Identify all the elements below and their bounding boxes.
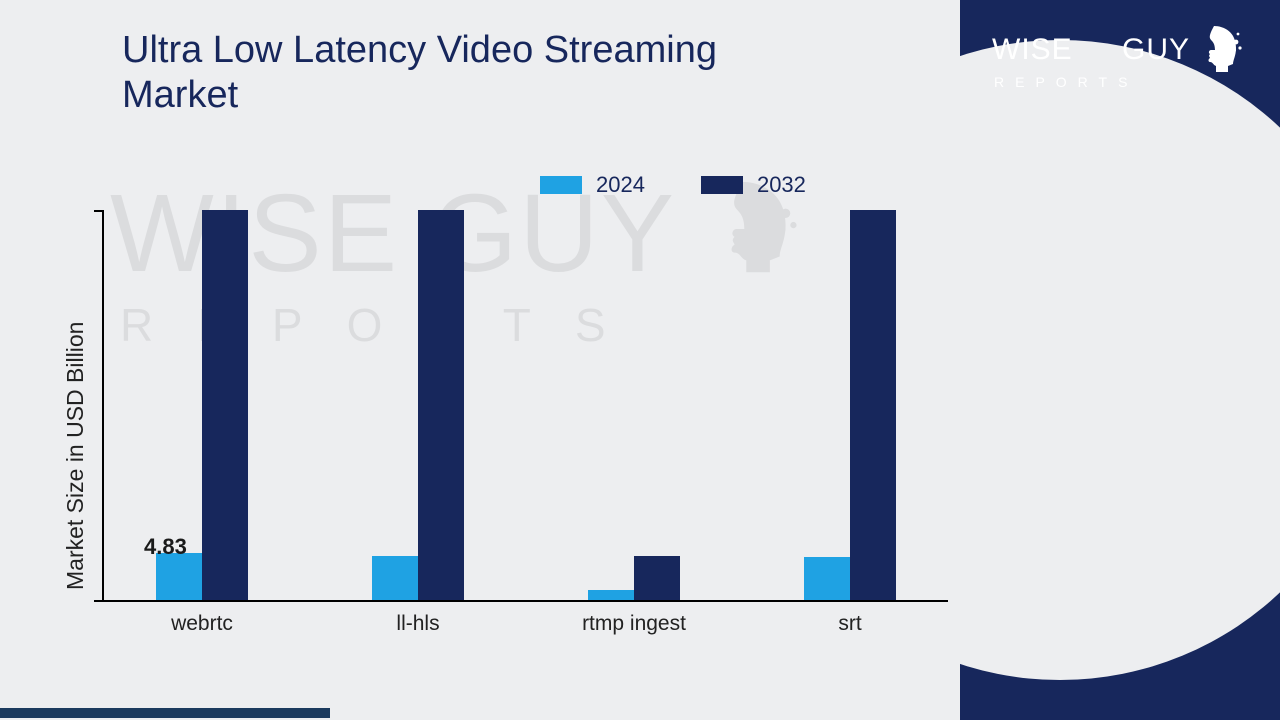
bar-rtmp-ingest-2032 [634,556,680,600]
bar-srt-2032 [850,210,896,600]
logo-text-b: GUY [1122,33,1190,67]
y-tick [94,210,102,212]
x-label-rtmp-ingest: rtmp ingest [564,612,704,636]
bar-ll-hls-2024 [372,556,418,600]
legend-item-2032: 2032 [701,172,806,198]
legend-item-2024: 2024 [540,172,645,198]
x-axis-line [102,600,948,602]
legend-label-2024: 2024 [596,172,645,198]
logo-text-a: WISE [992,33,1073,67]
bar-srt-2024 [804,557,850,600]
legend: 2024 2032 [540,172,806,198]
legend-swatch-2032 [701,176,743,194]
brand-logo: WISE GUY REPORTS [992,22,1252,100]
logo-head-icon [1196,22,1252,78]
legend-swatch-2024 [540,176,582,194]
bar-ll-hls-2032 [418,210,464,600]
x-label-webrtc: webrtc [132,612,272,636]
y-tick [94,600,102,602]
bar-webrtc-2032 [202,210,248,600]
bar-rtmp-ingest-2024 [588,590,634,600]
legend-label-2032: 2032 [757,172,806,198]
chart-title: Ultra Low Latency Video Streaming Market [122,28,762,118]
chart-canvas: WISE GUY REPORTS WISE GUY REPORTS Ultra … [0,0,1280,720]
bottom-accent-bar [0,708,330,718]
x-label-ll-hls: ll-hls [348,612,488,636]
y-axis-label: Market Size in USD Billion [62,322,89,590]
value-label: 4.83 [144,534,187,560]
plot-area [102,210,948,600]
x-label-srt: srt [780,612,920,636]
